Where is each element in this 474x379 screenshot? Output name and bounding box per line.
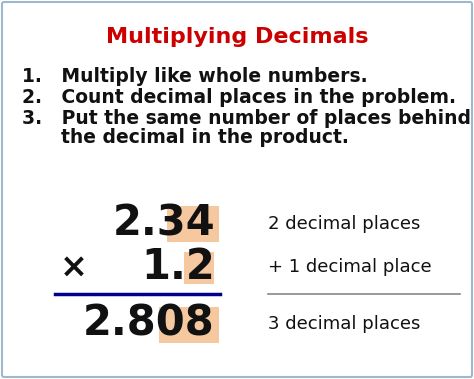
Text: 2 decimal places: 2 decimal places	[268, 215, 420, 233]
Text: 3 decimal places: 3 decimal places	[268, 315, 420, 333]
Text: Multiplying Decimals: Multiplying Decimals	[106, 27, 368, 47]
Text: 2.34: 2.34	[112, 203, 215, 245]
Text: 2.808: 2.808	[83, 303, 215, 345]
FancyBboxPatch shape	[159, 307, 219, 343]
Text: ×: ×	[60, 251, 88, 283]
FancyBboxPatch shape	[184, 252, 214, 284]
Text: 1.2: 1.2	[141, 246, 215, 288]
Text: 3.   Put the same number of places behind: 3. Put the same number of places behind	[22, 109, 471, 128]
Text: the decimal in the product.: the decimal in the product.	[22, 128, 349, 147]
Text: + 1 decimal place: + 1 decimal place	[268, 258, 432, 276]
FancyBboxPatch shape	[167, 206, 219, 242]
Text: 1.   Multiply like whole numbers.: 1. Multiply like whole numbers.	[22, 67, 368, 86]
Text: 2.   Count decimal places in the problem.: 2. Count decimal places in the problem.	[22, 88, 456, 107]
